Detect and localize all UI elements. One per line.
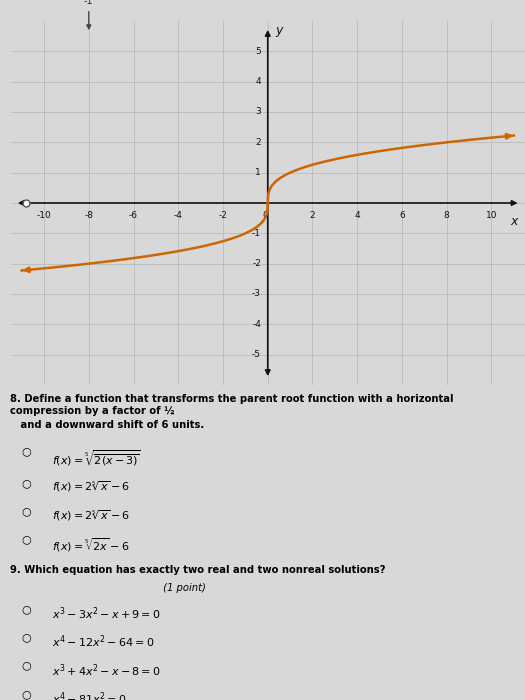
Text: ○: ○ (21, 535, 31, 545)
Text: -8: -8 (85, 211, 93, 220)
Text: -6: -6 (129, 211, 138, 220)
Text: x: x (510, 215, 518, 228)
Text: ○: ○ (21, 689, 31, 699)
Text: 10: 10 (486, 211, 497, 220)
Text: $x^3 - 3x^2 - x + 9 = 0$: $x^3 - 3x^2 - x + 9 = 0$ (52, 606, 161, 622)
Text: 3: 3 (255, 108, 261, 116)
Text: ○: ○ (21, 632, 31, 643)
Text: and a downward shift of 6 units.: and a downward shift of 6 units. (10, 419, 205, 430)
Text: 2: 2 (310, 211, 316, 220)
Text: y: y (276, 24, 283, 36)
Text: $f(x) = \sqrt[5]{\overline{2(x-3)}}$: $f(x) = \sqrt[5]{\overline{2(x-3)}}$ (52, 448, 141, 468)
Text: $f(x) = 2\sqrt[5]{x} - 6$: $f(x) = 2\sqrt[5]{x} - 6$ (52, 480, 131, 494)
Text: 0: 0 (262, 211, 268, 220)
Text: ○: ○ (21, 604, 31, 614)
Text: 6: 6 (399, 211, 405, 220)
Text: $x^4 - 81x^2 = 0$: $x^4 - 81x^2 = 0$ (52, 690, 127, 700)
Text: $f(x) = \sqrt[5]{2x} - 6$: $f(x) = \sqrt[5]{2x} - 6$ (52, 536, 130, 554)
Text: 9. Which equation has exactly two real and two nonreal solutions?: 9. Which equation has exactly two real a… (10, 564, 386, 575)
Text: $x^3 + 4x^2 - x - 8 = 0$: $x^3 + 4x^2 - x - 8 = 0$ (52, 662, 161, 679)
Text: -3: -3 (252, 290, 261, 298)
Text: $f(x) = 2\sqrt[5]{x} - 6$: $f(x) = 2\sqrt[5]{x} - 6$ (52, 508, 131, 522)
Text: (1 point): (1 point) (10, 584, 206, 594)
Text: 4: 4 (354, 211, 360, 220)
Text: -4: -4 (252, 320, 261, 329)
Text: $x^4 - 12x^2 - 64 = 0$: $x^4 - 12x^2 - 64 = 0$ (52, 634, 155, 650)
Text: -2: -2 (218, 211, 227, 220)
Text: ○: ○ (21, 478, 31, 488)
Text: -5: -5 (252, 350, 261, 359)
Text: 8. Define a function that transforms the parent root function with a horizontal : 8. Define a function that transforms the… (10, 395, 454, 416)
Text: ○: ○ (21, 506, 31, 517)
Text: -4: -4 (174, 211, 183, 220)
Text: 1: 1 (255, 168, 261, 177)
Text: -10: -10 (37, 211, 51, 220)
Text: ○: ○ (21, 447, 31, 456)
Text: 5: 5 (255, 47, 261, 56)
Text: 2: 2 (256, 138, 261, 147)
Text: 8: 8 (444, 211, 449, 220)
Text: -1: -1 (84, 0, 93, 6)
Text: -2: -2 (252, 259, 261, 268)
Text: -1: -1 (252, 229, 261, 238)
Text: ○: ○ (21, 661, 31, 671)
Text: 4: 4 (256, 77, 261, 86)
